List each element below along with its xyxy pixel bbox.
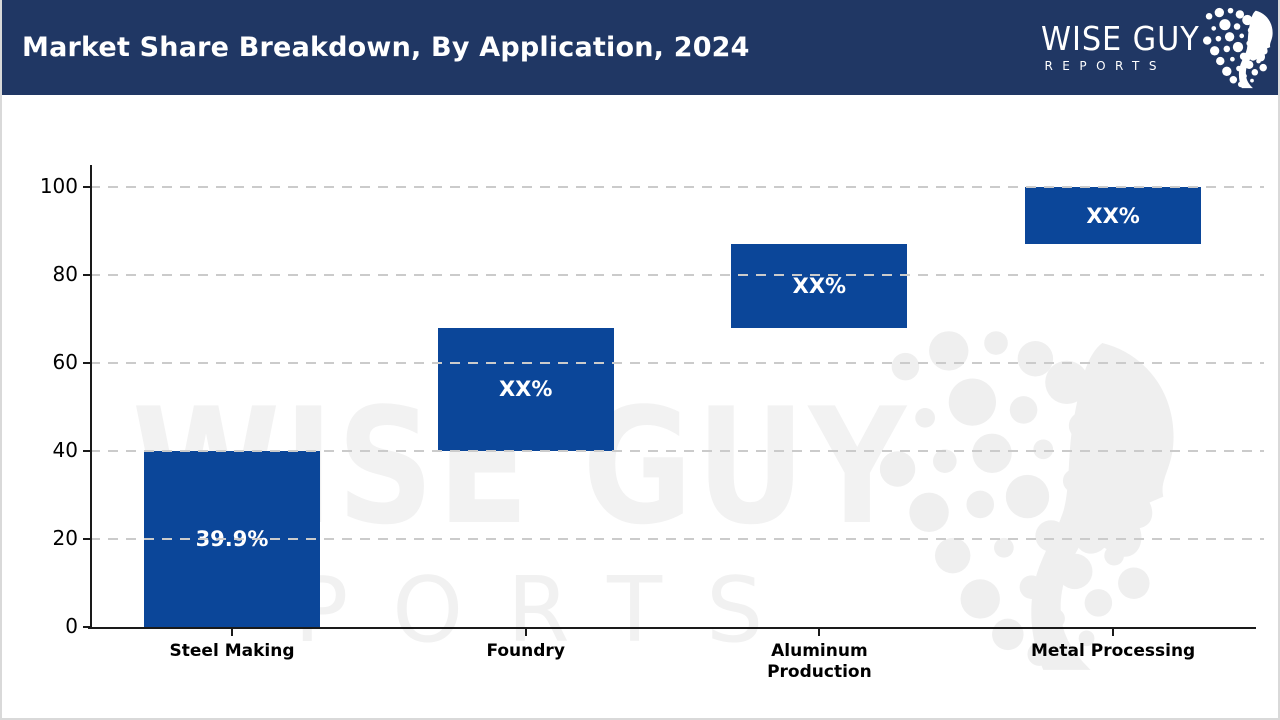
brand-face-icon <box>1203 7 1273 88</box>
x-tick <box>524 628 527 636</box>
x-axis-label-metal-processing: Metal Processing <box>1030 641 1196 661</box>
y-axis-label-0: 0 <box>65 614 78 638</box>
y-tick <box>83 626 90 628</box>
chart-area: WISE GUY PORTS 39.9% Steel Making XX% Found… <box>2 95 1278 718</box>
y-axis-label-100: 100 <box>39 174 78 198</box>
x-tick <box>1112 628 1115 636</box>
y-tick <box>83 538 90 540</box>
watermark-face-icon <box>879 331 1174 670</box>
brand-name-label: WISE GUY <box>1041 19 1201 58</box>
y-axis-label-20: 20 <box>52 526 78 550</box>
gridline-100 <box>90 186 1264 188</box>
bar-foundry: XX% <box>437 327 614 451</box>
gridline-60 <box>90 362 1264 364</box>
brand-reports-label: REPORTS <box>1044 59 1166 73</box>
y-tick <box>83 186 90 188</box>
brand-logo: WISE GUY REPORTS <box>1041 6 1276 90</box>
watermark-text-2: PORTS <box>294 558 808 663</box>
gridline-80 <box>90 274 1264 276</box>
y-axis-label-40: 40 <box>52 438 78 462</box>
bar-value-label: XX% <box>792 273 847 298</box>
chart-title: Market Share Breakdown, By Application, … <box>22 32 750 63</box>
bar-value-label: XX% <box>498 377 553 402</box>
y-axis-label-80: 80 <box>52 262 78 286</box>
brand-logo-text: WISE GUY REPORTS <box>1041 19 1214 74</box>
y-axis-line <box>90 165 92 629</box>
x-axis-label-steel-making: Steel Making <box>169 641 295 661</box>
y-tick <box>83 362 90 364</box>
y-tick <box>83 450 90 452</box>
bar-metal-processing: XX% <box>1025 187 1202 245</box>
gridline-20 <box>90 538 1264 540</box>
x-tick <box>231 628 233 636</box>
y-axis-label-60: 60 <box>52 350 78 374</box>
x-tick <box>818 628 821 636</box>
x-axis-label-aluminum-production: Aluminum Production <box>767 641 872 682</box>
gridline-40 <box>90 450 1264 452</box>
bar-value-label: XX% <box>1086 203 1140 228</box>
y-tick <box>83 274 90 276</box>
x-axis-line <box>88 627 1256 629</box>
bar-aluminum-production: XX% <box>731 244 908 328</box>
header-bar: Market Share Breakdown, By Application, … <box>2 0 1278 95</box>
x-axis-label-foundry: Foundry <box>486 641 565 661</box>
